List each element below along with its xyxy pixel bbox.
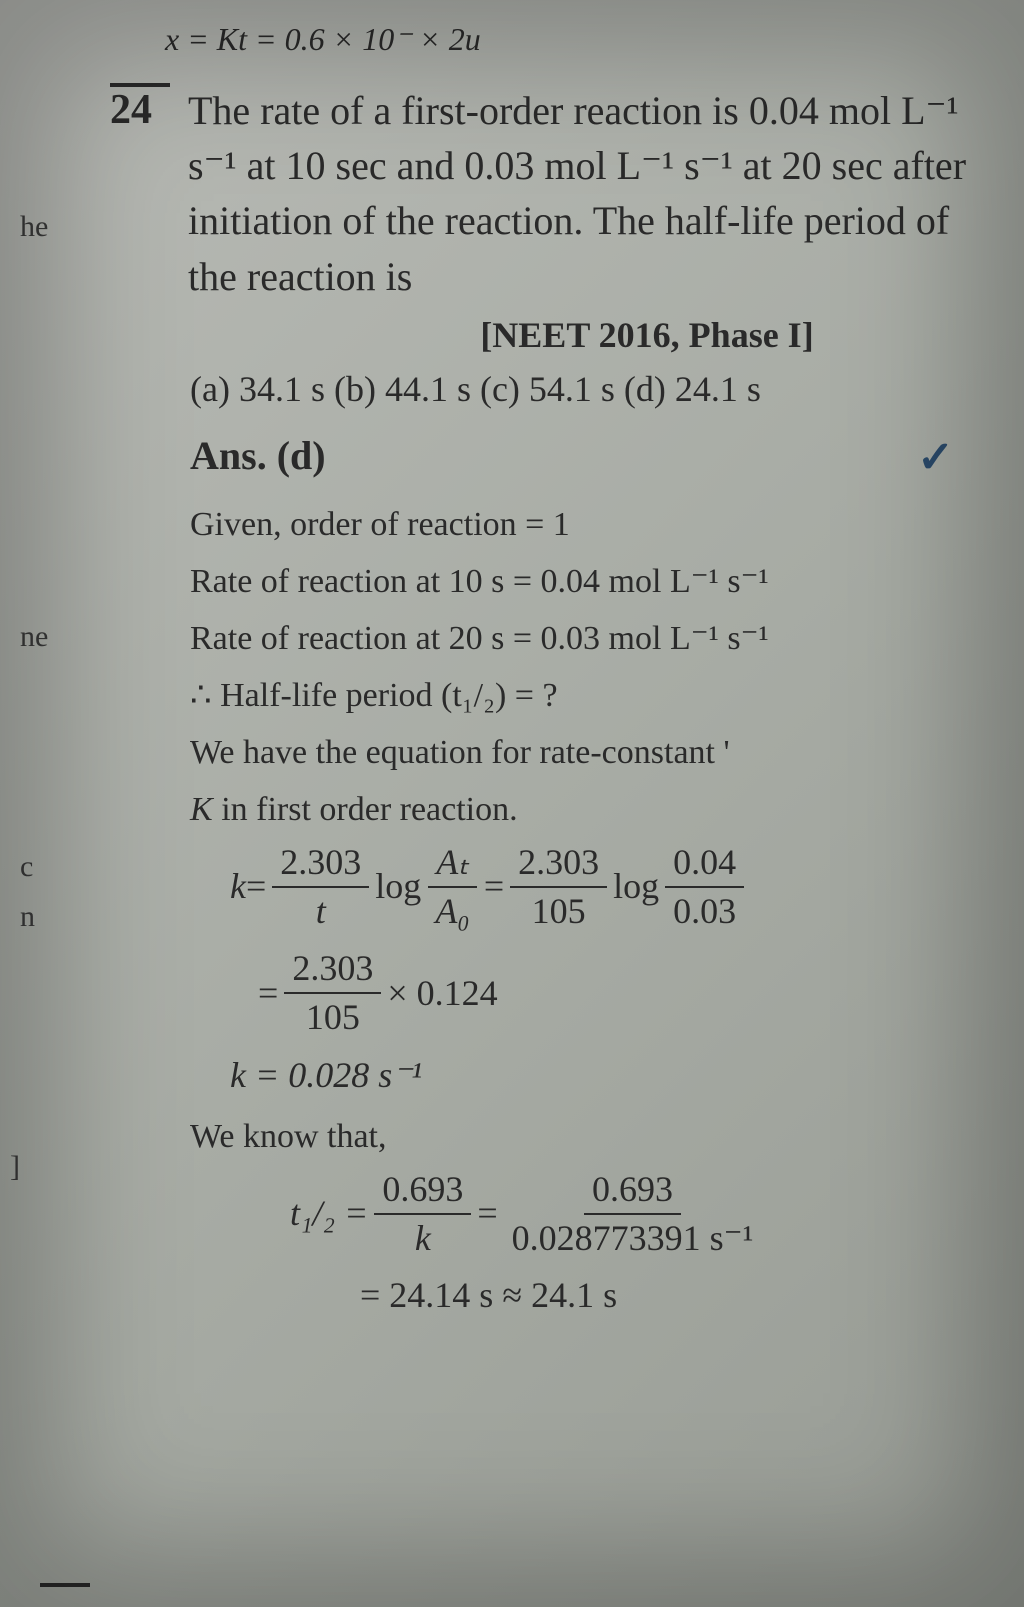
frac-4-num: 0.04: [665, 841, 744, 888]
half-life-eq-line-1: t₁/₂ = 0.693 k = 0.693 0.028773391 s⁻¹: [290, 1168, 984, 1260]
eq-k: k: [230, 865, 246, 908]
frac-h1-den: k: [407, 1215, 439, 1260]
eq-line-1: k = 2.303 t log Aₜ A₀ = 2.303 105 log 0.…: [230, 841, 984, 933]
frac-h2-num: 0.693: [584, 1168, 681, 1215]
eq-log-1: log: [375, 865, 421, 908]
eq-log-2: log: [613, 865, 659, 908]
frac-5-den: 105: [298, 994, 368, 1039]
question-row: 24 The rate of a first-order reaction is…: [110, 83, 984, 304]
we-know-that: We know that,: [190, 1111, 984, 1162]
solution-block: Given, order of reaction = 1 Rate of rea…: [190, 499, 984, 835]
eq-line-3: k = 0.028 s⁻¹: [230, 1054, 984, 1097]
eq-equals-1: =: [246, 865, 266, 908]
frac-3-den: 105: [524, 888, 594, 933]
solution-line-6: K in first order reaction.: [190, 784, 984, 835]
margin-note-c: c: [20, 850, 33, 884]
margin-note-bracket: ]: [10, 1150, 20, 1184]
frac-1: 2.303 t: [272, 841, 369, 933]
frac-4-den: 0.03: [665, 888, 744, 933]
frac-2: Aₜ A₀: [427, 841, 478, 933]
half-result-text: = 24.14 s ≈ 24.1 s: [360, 1274, 617, 1317]
margin-note-ne: ne: [20, 620, 48, 654]
frac-5: 2.303 105: [284, 947, 381, 1039]
solution-line-3: Rate of reaction at 20 s = 0.03 mol L⁻¹ …: [190, 613, 984, 664]
solution-line-1: Given, order of reaction = 1: [190, 499, 984, 550]
answer-options: (a) 34.1 s (b) 44.1 s (c) 54.1 s (d) 24.…: [190, 368, 984, 410]
half-lhs: t₁/₂ =: [290, 1192, 368, 1235]
frac-3-num: 2.303: [510, 841, 607, 888]
half-life-result: = 24.14 s ≈ 24.1 s: [360, 1274, 984, 1317]
eq-equals-2: =: [484, 865, 504, 908]
frac-h2: 0.693 0.028773391 s⁻¹: [504, 1168, 762, 1260]
top-equation: x = Kt = 0.6 × 10⁻ × 2u: [165, 20, 984, 58]
eq-line-2: = 2.303 105 × 0.124: [258, 947, 984, 1039]
answer-label: Ans. (d) ✓: [190, 432, 984, 479]
solution-k-italic: K: [190, 791, 213, 828]
question-text: The rate of a first-order reaction is 0.…: [188, 83, 984, 304]
frac-1-num: 2.303: [272, 841, 369, 888]
solution-line-5: We have the equation for rate-constant ': [190, 727, 984, 778]
frac-2-num: Aₜ: [428, 841, 477, 888]
we-know-text: We know that,: [190, 1111, 984, 1162]
frac-h1: 0.693 k: [374, 1168, 471, 1260]
equation-block-1: k = 2.303 t log Aₜ A₀ = 2.303 105 log 0.…: [230, 841, 984, 1097]
exam-tag: [NEET 2016, Phase I]: [310, 314, 984, 356]
eq-times: × 0.124: [387, 972, 497, 1015]
frac-1-den: t: [308, 888, 334, 933]
equation-block-2: t₁/₂ = 0.693 k = 0.693 0.028773391 s⁻¹ =…: [290, 1168, 984, 1318]
frac-2-den: A₀: [427, 888, 478, 933]
margin-note-he: he: [20, 210, 48, 244]
solution-line-4: ∴ Half-life period (t₁/₂) = ?: [190, 670, 984, 721]
frac-h1-num: 0.693: [374, 1168, 471, 1215]
frac-3: 2.303 105: [510, 841, 607, 933]
bottom-rule: [40, 1583, 90, 1587]
eq-k-result: k = 0.028 s⁻¹: [230, 1054, 422, 1097]
eq-equals-4: =: [477, 1192, 497, 1235]
margin-note-n: n: [20, 900, 35, 934]
answer-text: Ans. (d): [190, 433, 326, 478]
solution-line-2: Rate of reaction at 10 s = 0.04 mol L⁻¹ …: [190, 556, 984, 607]
eq-equals-3: =: [258, 972, 278, 1015]
tick-icon: ✓: [917, 432, 954, 483]
frac-4: 0.04 0.03: [665, 841, 744, 933]
frac-5-num: 2.303: [284, 947, 381, 994]
question-number: 24: [110, 83, 170, 133]
frac-h2-den: 0.028773391 s⁻¹: [504, 1215, 762, 1260]
